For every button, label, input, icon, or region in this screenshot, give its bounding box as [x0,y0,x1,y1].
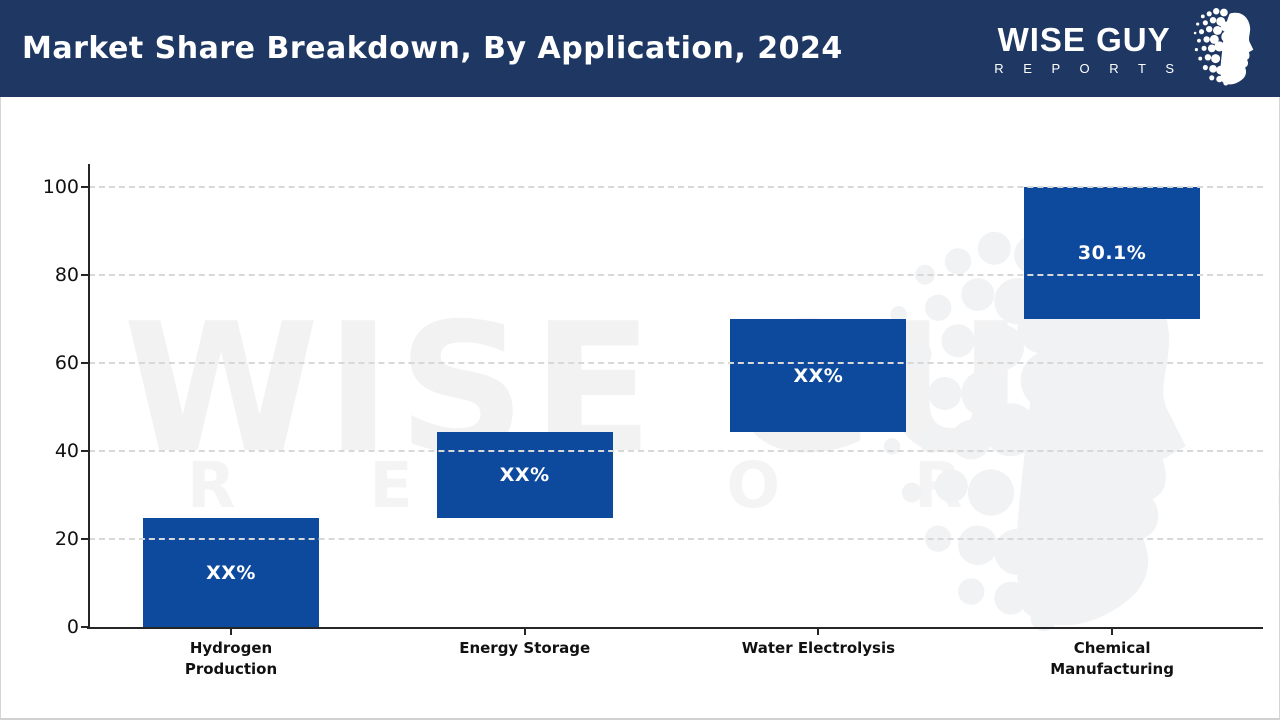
y-axis-tick-mark [81,274,89,276]
x-axis-category-label: Energy Storage [405,638,645,659]
x-axis-tick-mark [817,627,820,635]
y-axis-tick-label: 20 [54,528,79,550]
x-axis-category-line: Manufacturing [1050,660,1174,678]
bar-chemical-manufacturing: 30.1% [1024,187,1201,320]
y-axis-tick-mark [81,450,89,452]
page-title: Market Share Breakdown, By Application, … [22,31,843,66]
bar-value-label: XX% [793,364,844,387]
y-gridline [89,186,1263,188]
header-bar: Market Share Breakdown, By Application, … [0,0,1280,97]
x-axis-tick-mark [230,627,232,635]
bar-hydrogen-production: XX% [143,518,319,627]
y-gridline [89,362,1263,364]
y-axis-tick-mark [81,186,89,188]
y-axis-tick-mark [81,626,89,628]
x-axis-tick-mark [523,627,526,635]
brand-logo-subtitle: R E P O R T S [994,60,1182,76]
plot-area: 0 20 40 60 80 100 XX% Hydrogen Production XX% Ener… [1,97,1279,718]
y-gridline [89,274,1263,276]
watermark-dotted-head-icon [878,231,1186,632]
x-axis-category-label: Water Electrolysis [698,638,938,659]
brand-logo: WISE GUY R E P O R T S [986,7,1254,91]
y-axis-tick-mark [81,362,89,364]
x-axis-category-line: Hydrogen [189,639,273,657]
y-axis-spine [88,164,90,629]
x-axis-category-line: Energy Storage [459,639,591,657]
bar-value-label: XX% [206,561,256,584]
x-axis-category-line: Water Electrolysis [741,639,896,657]
y-axis-tick-label: 40 [54,440,79,462]
logo-dotted-head-icon [1193,7,1254,85]
brand-logo-name: WISE GUY [997,20,1171,58]
y-axis-tick-label: 100 [42,176,79,198]
y-gridline [89,450,1263,452]
x-axis-category-line: Production [184,660,278,678]
bar-water-electrolysis: XX% [730,319,907,433]
x-axis-tick-mark [1111,627,1114,635]
brand-logo-text: WISE GUY R E P O R T S [986,23,1182,75]
y-axis-tick-label: 0 [66,616,79,638]
y-gridline [89,538,1263,540]
y-axis-tick-label: 80 [54,264,79,286]
x-axis-category-line: Chemical [1073,639,1151,657]
x-axis-category-label: Chemical Manufacturing [992,638,1232,680]
chart-canvas: WISE GUY R E P O R T S 0 20 40 60 80 100 XX% Hy… [0,97,1280,720]
y-axis-tick-label: 60 [54,352,79,374]
bar-value-label: 30.1% [1077,242,1147,265]
y-axis-tick-mark [81,538,89,540]
x-axis-category-label: Hydrogen Production [111,638,351,680]
bar-energy-storage: XX% [436,432,613,519]
bar-value-label: XX% [499,464,550,487]
x-axis-spine [87,627,1263,629]
